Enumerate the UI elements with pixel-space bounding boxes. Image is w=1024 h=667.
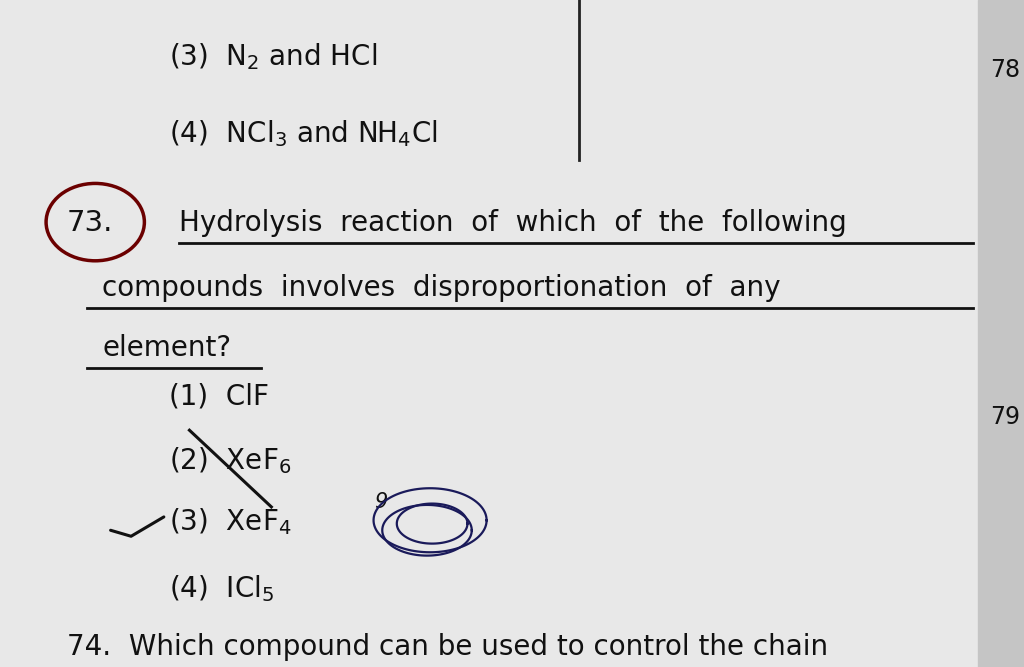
Text: (3)  N$_2$ and HCl: (3) N$_2$ and HCl (169, 41, 377, 72)
Text: (3)  XeF$_4$: (3) XeF$_4$ (169, 506, 292, 537)
Text: compounds  involves  disproportionation  of  any: compounds involves disproportionation of… (102, 274, 781, 302)
Text: (1)  ClF: (1) ClF (169, 383, 269, 411)
Text: element?: element? (102, 334, 231, 362)
Text: (2)  XeF$_6$: (2) XeF$_6$ (169, 445, 292, 476)
Text: 73.: 73. (67, 209, 113, 237)
Text: 9: 9 (374, 492, 387, 512)
Text: 78: 78 (990, 58, 1021, 82)
Bar (978, 0, 1024, 667)
Text: Hydrolysis  reaction  of  which  of  the  following: Hydrolysis reaction of which of the foll… (179, 209, 847, 237)
Text: (4)  ICl$_5$: (4) ICl$_5$ (169, 573, 274, 604)
Text: (4)  NCl$_3$ and NH$_4$Cl: (4) NCl$_3$ and NH$_4$Cl (169, 118, 437, 149)
Text: 74.  Which compound can be used to control the chain: 74. Which compound can be used to contro… (67, 633, 827, 661)
Text: 79: 79 (990, 405, 1021, 429)
